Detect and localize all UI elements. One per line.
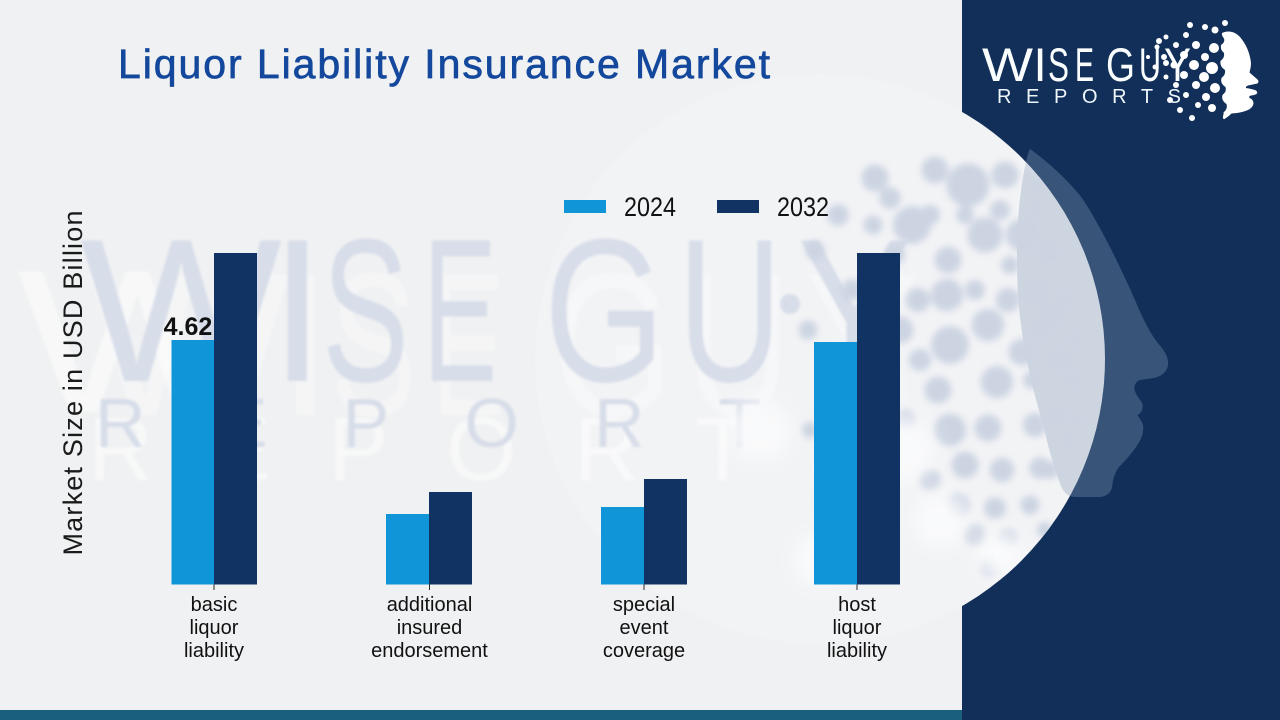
svg-text:U: U (678, 197, 782, 425)
svg-text:liability: liability (184, 640, 244, 662)
svg-text:S: S (1048, 39, 1069, 92)
svg-text:G: G (552, 231, 673, 459)
svg-text:E: E (431, 231, 505, 459)
svg-text:E: E (1075, 39, 1094, 92)
svg-text:insured: insured (397, 617, 463, 639)
svg-text:4.62: 4.62 (164, 313, 213, 341)
svg-text:host: host (838, 594, 876, 616)
svg-text:U: U (1139, 39, 1161, 92)
svg-text:liquor: liquor (833, 617, 882, 639)
svg-text:2032: 2032 (777, 192, 829, 222)
svg-text:coverage: coverage (603, 640, 685, 662)
svg-text:S: S (322, 197, 409, 425)
svg-text:E: E (423, 197, 497, 425)
svg-text:Market Size in USD Billion: Market Size in USD Billion (58, 211, 88, 556)
svg-text:endorsement: endorsement (371, 640, 488, 662)
svg-text:event: event (620, 617, 669, 639)
svg-text:basic: basic (191, 594, 238, 616)
svg-text:special: special (613, 594, 675, 616)
svg-text:I: I (269, 197, 326, 425)
svg-text:2024: 2024 (624, 192, 676, 222)
svg-text:liability: liability (827, 640, 887, 662)
svg-text:G: G (1106, 39, 1135, 92)
svg-text:liquor: liquor (190, 617, 239, 639)
svg-text:Liquor Liability Insurance Mar: Liquor Liability Insurance Market (118, 41, 772, 87)
svg-text:G: G (544, 197, 665, 425)
svg-text:W: W (982, 39, 1033, 92)
svg-text:S: S (330, 231, 417, 459)
svg-text:I: I (277, 231, 334, 459)
svg-text:I: I (1034, 39, 1047, 92)
svg-text:additional: additional (387, 594, 473, 616)
